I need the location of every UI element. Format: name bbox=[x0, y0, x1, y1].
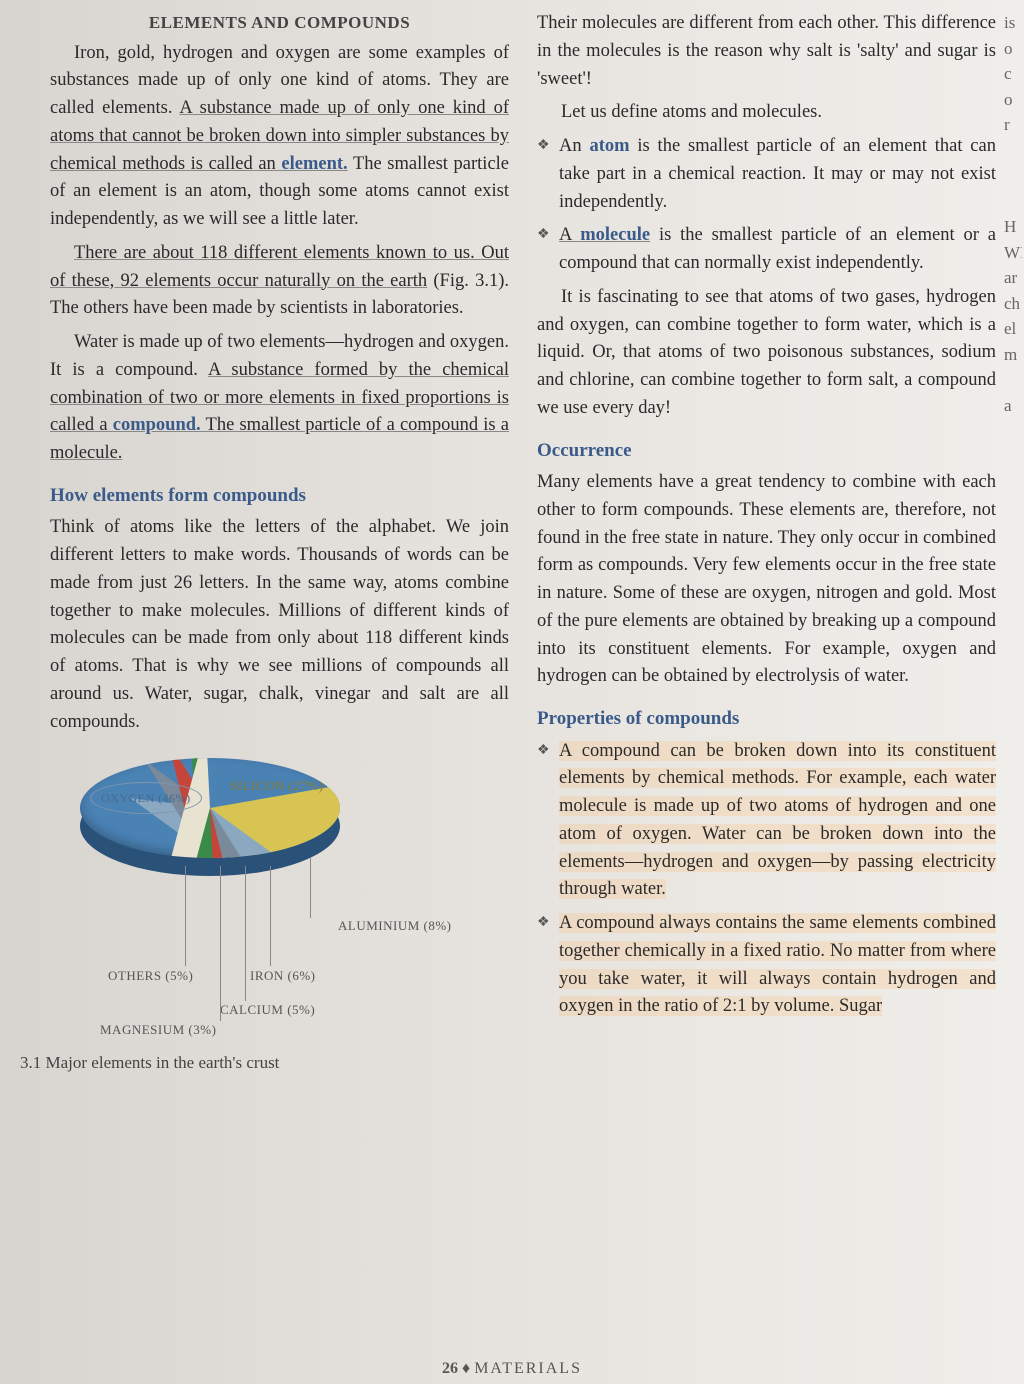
term-compound: compound. bbox=[113, 415, 201, 435]
pie-body bbox=[80, 758, 340, 868]
para-molecule-diff: Their molecules are different from each … bbox=[537, 10, 996, 93]
earth-crust-pie-chart: OXYGEN (46%) SILICON (27%) ALUMINIUM (8%… bbox=[50, 748, 490, 1048]
bullet-atom-def: An atom is the smallest particle of an e… bbox=[537, 133, 996, 216]
text: An bbox=[559, 136, 589, 156]
para-define-intro: Let us define atoms and molecules. bbox=[537, 99, 996, 127]
pie-label-silicon: SILICON (27%) bbox=[230, 776, 324, 796]
pie-label-magnesium: MAGNESIUM (3%) bbox=[100, 1020, 216, 1040]
leader-line bbox=[270, 866, 271, 966]
page-edge-cutoff-text: is o c o r H WI ar ch el m a bbox=[1004, 10, 1022, 418]
leader-line bbox=[220, 866, 221, 1021]
pie-label-oxygen: OXYGEN (46%) bbox=[90, 782, 202, 814]
bullet-molecule-def: A molecule is the smallest particle of a… bbox=[537, 222, 996, 278]
para-118-elements: There are about 118 different elements k… bbox=[50, 240, 509, 323]
page-footer: 26 ♦ MATERIALS bbox=[0, 1360, 1024, 1378]
figure-caption: 3.1 Major elements in the earth's crust bbox=[20, 1050, 279, 1076]
pie-label-iron: IRON (6%) bbox=[250, 966, 316, 986]
bullet-prop-fixed-ratio: A compound always contains the same elem… bbox=[537, 910, 996, 1021]
pie-label-calcium: CALCIUM (5%) bbox=[220, 1000, 315, 1020]
term-molecule: molecule bbox=[580, 225, 650, 245]
para-alphabet-analogy: Think of atoms like the letters of the a… bbox=[50, 514, 509, 736]
text-highlighted: A compound always contains the same elem… bbox=[559, 913, 996, 1016]
text: A bbox=[559, 225, 580, 245]
pie-label-aluminium: ALUMINIUM (8%) bbox=[338, 916, 452, 936]
leader-line bbox=[310, 858, 311, 918]
footer-diamond-icon: ♦ bbox=[462, 1360, 470, 1377]
left-column: ELEMENTS AND COMPOUNDS Iron, gold, hydro… bbox=[50, 10, 509, 1048]
subheading-occurrence: Occurrence bbox=[537, 437, 996, 466]
para-fascinating: It is fascinating to see that atoms of t… bbox=[537, 284, 996, 423]
leader-line bbox=[245, 866, 246, 1001]
text-highlighted: A compound can be broken down into its c… bbox=[559, 741, 996, 900]
subheading-properties: Properties of compounds bbox=[537, 705, 996, 734]
term-atom: atom bbox=[589, 136, 629, 156]
para-occurrence: Many elements have a great tendency to c… bbox=[537, 469, 996, 691]
para-elements-intro: Iron, gold, hydrogen and oxygen are some… bbox=[50, 40, 509, 234]
para-compound-def: Water is made up of two elements—hydroge… bbox=[50, 329, 509, 468]
term-element: element. bbox=[281, 154, 347, 174]
bullet-prop-breakdown: A compound can be broken down into its c… bbox=[537, 738, 996, 905]
subheading-how-form: How elements form compounds bbox=[50, 482, 509, 511]
section-title: ELEMENTS AND COMPOUNDS bbox=[50, 10, 509, 36]
right-column: Their molecules are different from each … bbox=[537, 10, 1004, 1048]
pie-label-others: OTHERS (5%) bbox=[108, 966, 193, 986]
page-spread: ELEMENTS AND COMPOUNDS Iron, gold, hydro… bbox=[0, 0, 1024, 1048]
leader-line bbox=[185, 866, 186, 966]
page-number: 26 bbox=[442, 1360, 458, 1377]
footer-section: MATERIALS bbox=[474, 1360, 582, 1377]
